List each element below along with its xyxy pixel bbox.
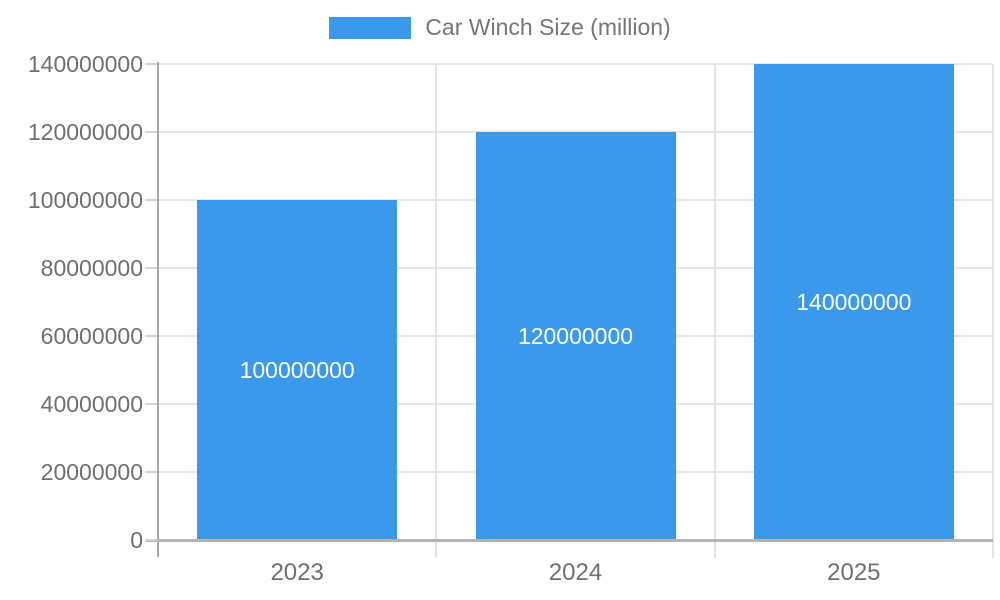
y-axis-label: 20000000 xyxy=(40,459,143,485)
x-gridline xyxy=(992,64,994,558)
y-axis-line xyxy=(157,62,159,557)
x-gridline xyxy=(713,64,716,558)
y-axis-tick xyxy=(145,63,157,65)
y-axis-tick xyxy=(145,335,157,337)
y-gridline xyxy=(158,63,993,65)
x-gridline xyxy=(435,64,438,558)
plot-area: 100000000 120000000 140000000 xyxy=(158,63,994,558)
bar-2023: 100000000 xyxy=(197,200,398,540)
legend-swatch xyxy=(329,16,412,39)
bar-value-label: 120000000 xyxy=(517,323,634,349)
y-axis-tick xyxy=(145,267,157,269)
y-axis-tick xyxy=(145,403,157,405)
x-axis-label: 2024 xyxy=(548,559,603,586)
legend-label: Car Winch Size (million) xyxy=(425,14,671,40)
y-axis-label: 140000000 xyxy=(27,51,143,77)
bar-value-label: 140000000 xyxy=(796,289,912,315)
y-axis-label: 60000000 xyxy=(40,323,143,349)
x-axis-line xyxy=(146,539,993,542)
y-axis-label: 80000000 xyxy=(40,255,143,281)
x-axis-label: 2023 xyxy=(270,559,324,586)
y-axis-tick xyxy=(145,199,157,201)
y-axis-tick xyxy=(145,471,157,473)
y-axis-tick xyxy=(145,539,157,541)
bar-value-label: 100000000 xyxy=(239,357,355,383)
y-axis-label: 120000000 xyxy=(27,119,143,145)
bar-2024: 120000000 xyxy=(475,132,676,540)
y-axis-label: 100000000 xyxy=(27,187,143,213)
bar-2025: 140000000 xyxy=(753,64,954,540)
x-axis-label: 2025 xyxy=(827,559,881,586)
y-axis-label: 40000000 xyxy=(40,391,143,417)
chart-legend: Car Winch Size (million) xyxy=(0,14,1000,41)
y-axis-tick xyxy=(145,131,157,133)
y-axis-label: 0 xyxy=(130,527,143,553)
